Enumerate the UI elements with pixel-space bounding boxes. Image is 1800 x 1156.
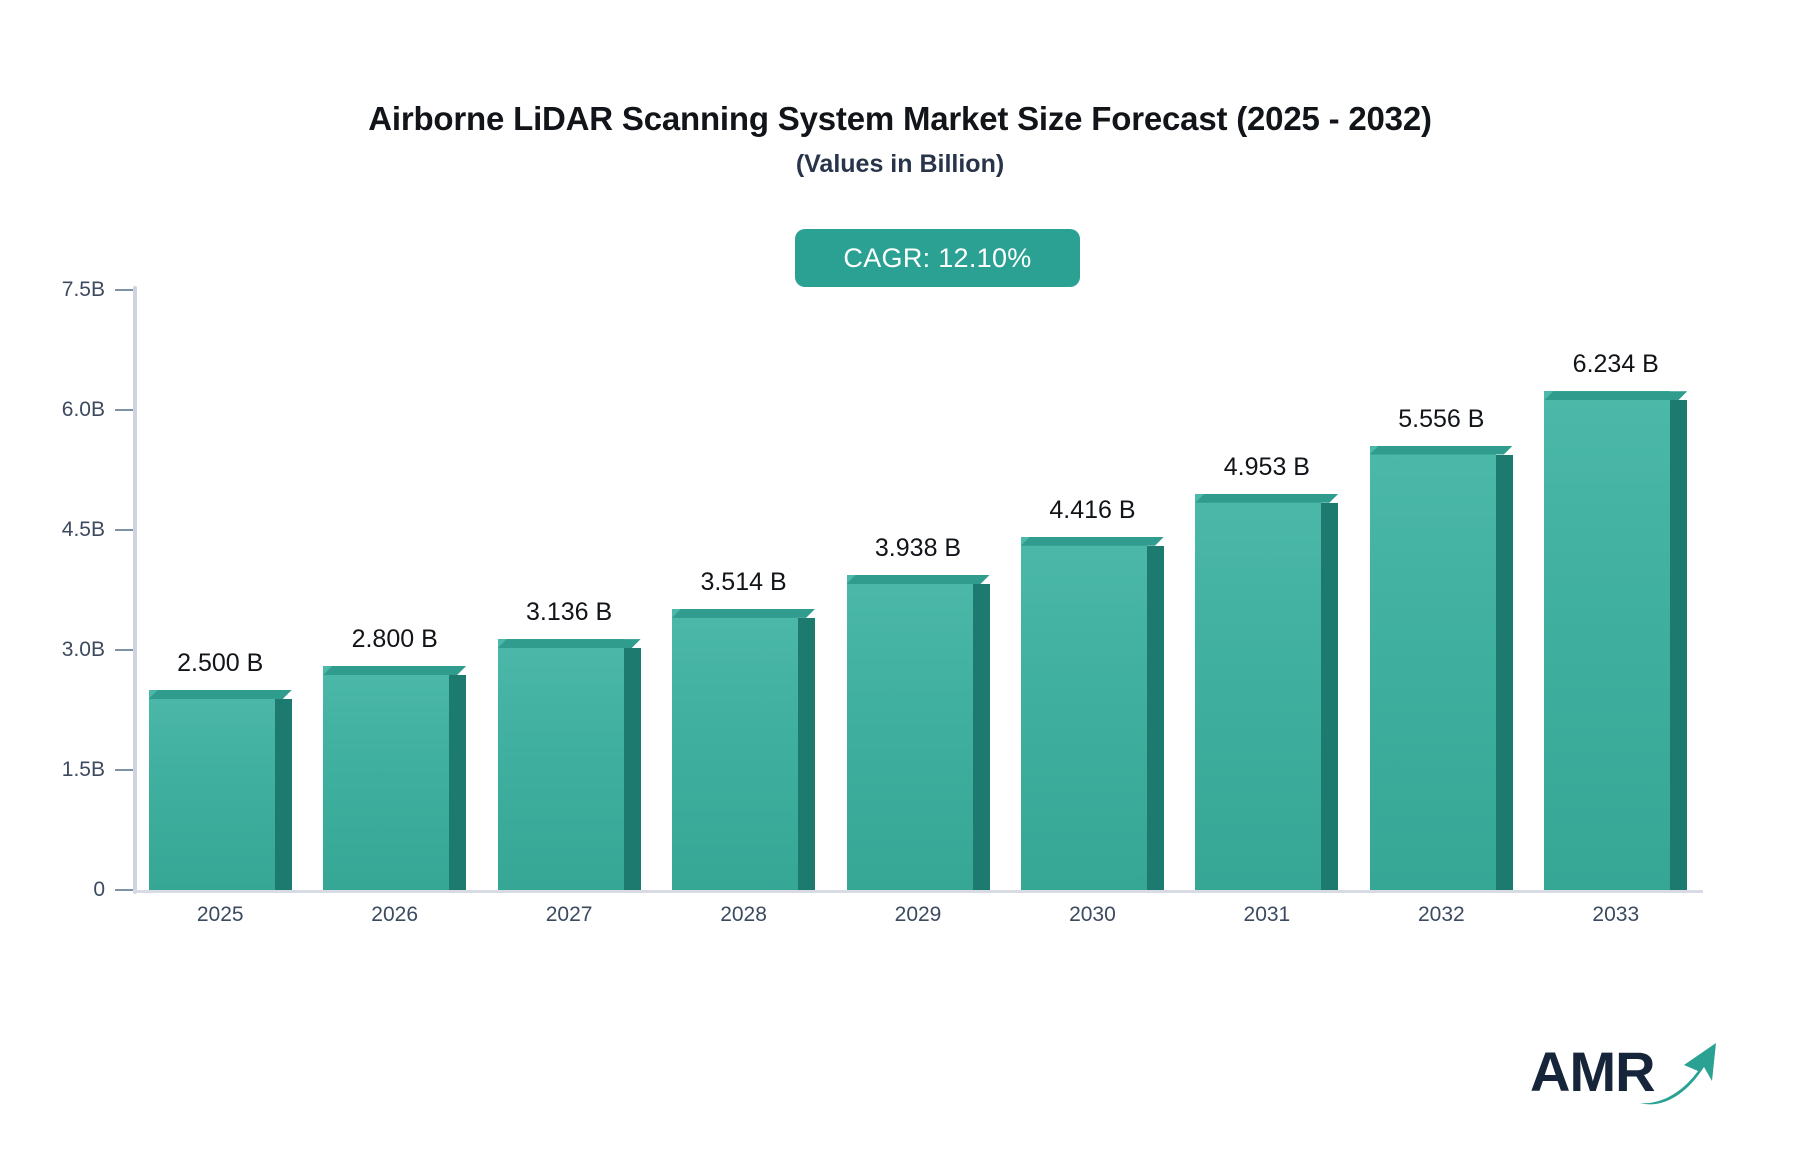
logo-wordmark: AMR: [1530, 1040, 1656, 1103]
bar-group: 2.500 B 2.800 B 3.136 B 3.514 B 3.938 B 4.416…: [133, 290, 1703, 890]
bar-value-label: 2.500 B: [177, 649, 264, 677]
bar-top: [1195, 494, 1338, 503]
y-axis-tick-group: 0 1.5B 3.0B 4.5B 6.0B 7.5B: [20, 278, 133, 901]
amr-logo: AMR: [1530, 1035, 1720, 1115]
page-title: Airborne LiDAR Scanning System Market Si…: [368, 100, 1432, 137]
bar-top: [1544, 391, 1687, 400]
y-axis-tick-mark: [115, 649, 133, 651]
bar-column[interactable]: 4.953 B: [1195, 290, 1339, 890]
y-axis-tick-mark: [115, 889, 133, 891]
bar-column[interactable]: 5.556 B: [1369, 290, 1513, 890]
bar-side: [1670, 400, 1688, 890]
bar-column[interactable]: 2.500 B: [148, 290, 292, 890]
bar-side: [1321, 502, 1339, 890]
y-axis-tick: 4.5B: [39, 518, 133, 542]
bar-value-label: 3.136 B: [526, 598, 613, 627]
bar-value-label: 3.938 B: [874, 533, 962, 562]
bar-column[interactable]: 3.136 B: [497, 290, 641, 890]
bar-column[interactable]: 4.416 B: [1020, 290, 1164, 890]
y-axis-tick: 6.0B: [39, 398, 133, 422]
x-axis-tick-label: 2033: [1592, 903, 1640, 926]
bar-top: [149, 690, 292, 699]
bar-column[interactable]: 2.800 B: [323, 290, 467, 890]
y-axis-tick-label: 6.0B: [61, 398, 105, 421]
x-axis-tick-label: 2026: [371, 903, 419, 926]
y-axis-tick: 1.5B: [39, 758, 133, 782]
bar-side: [274, 699, 292, 890]
x-axis-tick-label: 2029: [894, 903, 942, 926]
y-axis-tick-label: 4.5B: [61, 518, 105, 541]
y-axis-tick: 0: [39, 878, 133, 902]
y-axis-tick-label: 7.5B: [61, 278, 105, 301]
y-axis-tick-mark: [115, 289, 133, 291]
bar-side: [798, 617, 816, 890]
bar-column[interactable]: 6.234 B: [1544, 290, 1688, 890]
page-subtitle: (Values in Billion): [795, 150, 1005, 178]
x-axis-line: [133, 890, 1703, 893]
y-axis-tick-label: 0: [93, 878, 105, 901]
bar-value-label: 4.953 B: [1223, 452, 1310, 481]
y-axis-line: [133, 286, 137, 894]
x-axis-tick-group: 2025 2026 2027 2028 2029 2030 2031 2032 2033: [133, 0, 1703, 1156]
bar-side: [623, 648, 641, 890]
bar-top: [323, 666, 466, 675]
bar-top: [1370, 446, 1513, 455]
y-axis-tick: 7.5B: [39, 278, 133, 302]
growth-arrow-icon: [1638, 1037, 1720, 1114]
y-axis-tick-mark: [115, 769, 133, 771]
y-axis-tick: 3.0B: [39, 638, 133, 662]
bar-side: [972, 583, 990, 890]
bar-face: [323, 666, 450, 890]
bar-top: [672, 609, 815, 618]
y-axis-tick-mark: [115, 529, 133, 531]
bar-top: [1021, 537, 1164, 546]
cagr-badge: CAGR: 12.10%: [795, 229, 1080, 287]
bar-side: [449, 675, 467, 890]
x-axis-tick-label: 2031: [1243, 903, 1291, 926]
bar-face: [1020, 536, 1147, 890]
y-axis-tick-mark: [115, 409, 133, 411]
x-axis-tick-label: 2030: [1069, 903, 1116, 926]
bar-top: [498, 639, 641, 648]
x-axis-tick-label: 2027: [545, 903, 593, 926]
bar-top: [847, 575, 990, 584]
bar-face: [148, 690, 275, 890]
x-axis-tick-label: 2025: [196, 903, 244, 926]
bar-face: [1544, 391, 1671, 890]
bar-face: [1369, 445, 1496, 890]
bar-column[interactable]: 3.938 B: [846, 290, 990, 890]
bar-value-label: 5.556 B: [1398, 404, 1485, 433]
y-axis-tick-label: 1.5B: [61, 758, 105, 781]
bar-face: [846, 574, 973, 890]
y-axis-tick-label: 3.0B: [61, 638, 105, 661]
bar-face: [1195, 493, 1322, 890]
bar-value-label: 2.800 B: [351, 625, 438, 653]
bar-face: [497, 639, 624, 890]
bar-value-label: 4.416 B: [1049, 495, 1136, 524]
bar-value-label: 6.234 B: [1572, 350, 1659, 379]
x-axis-tick-label: 2032: [1417, 903, 1465, 926]
bar-value-label: 3.514 B: [700, 567, 787, 596]
bar-face: [672, 608, 799, 890]
bar-column[interactable]: 3.514 B: [672, 290, 816, 890]
bar-side: [1146, 545, 1164, 890]
x-axis-tick-label: 2028: [720, 903, 767, 926]
bar-side: [1495, 454, 1513, 890]
